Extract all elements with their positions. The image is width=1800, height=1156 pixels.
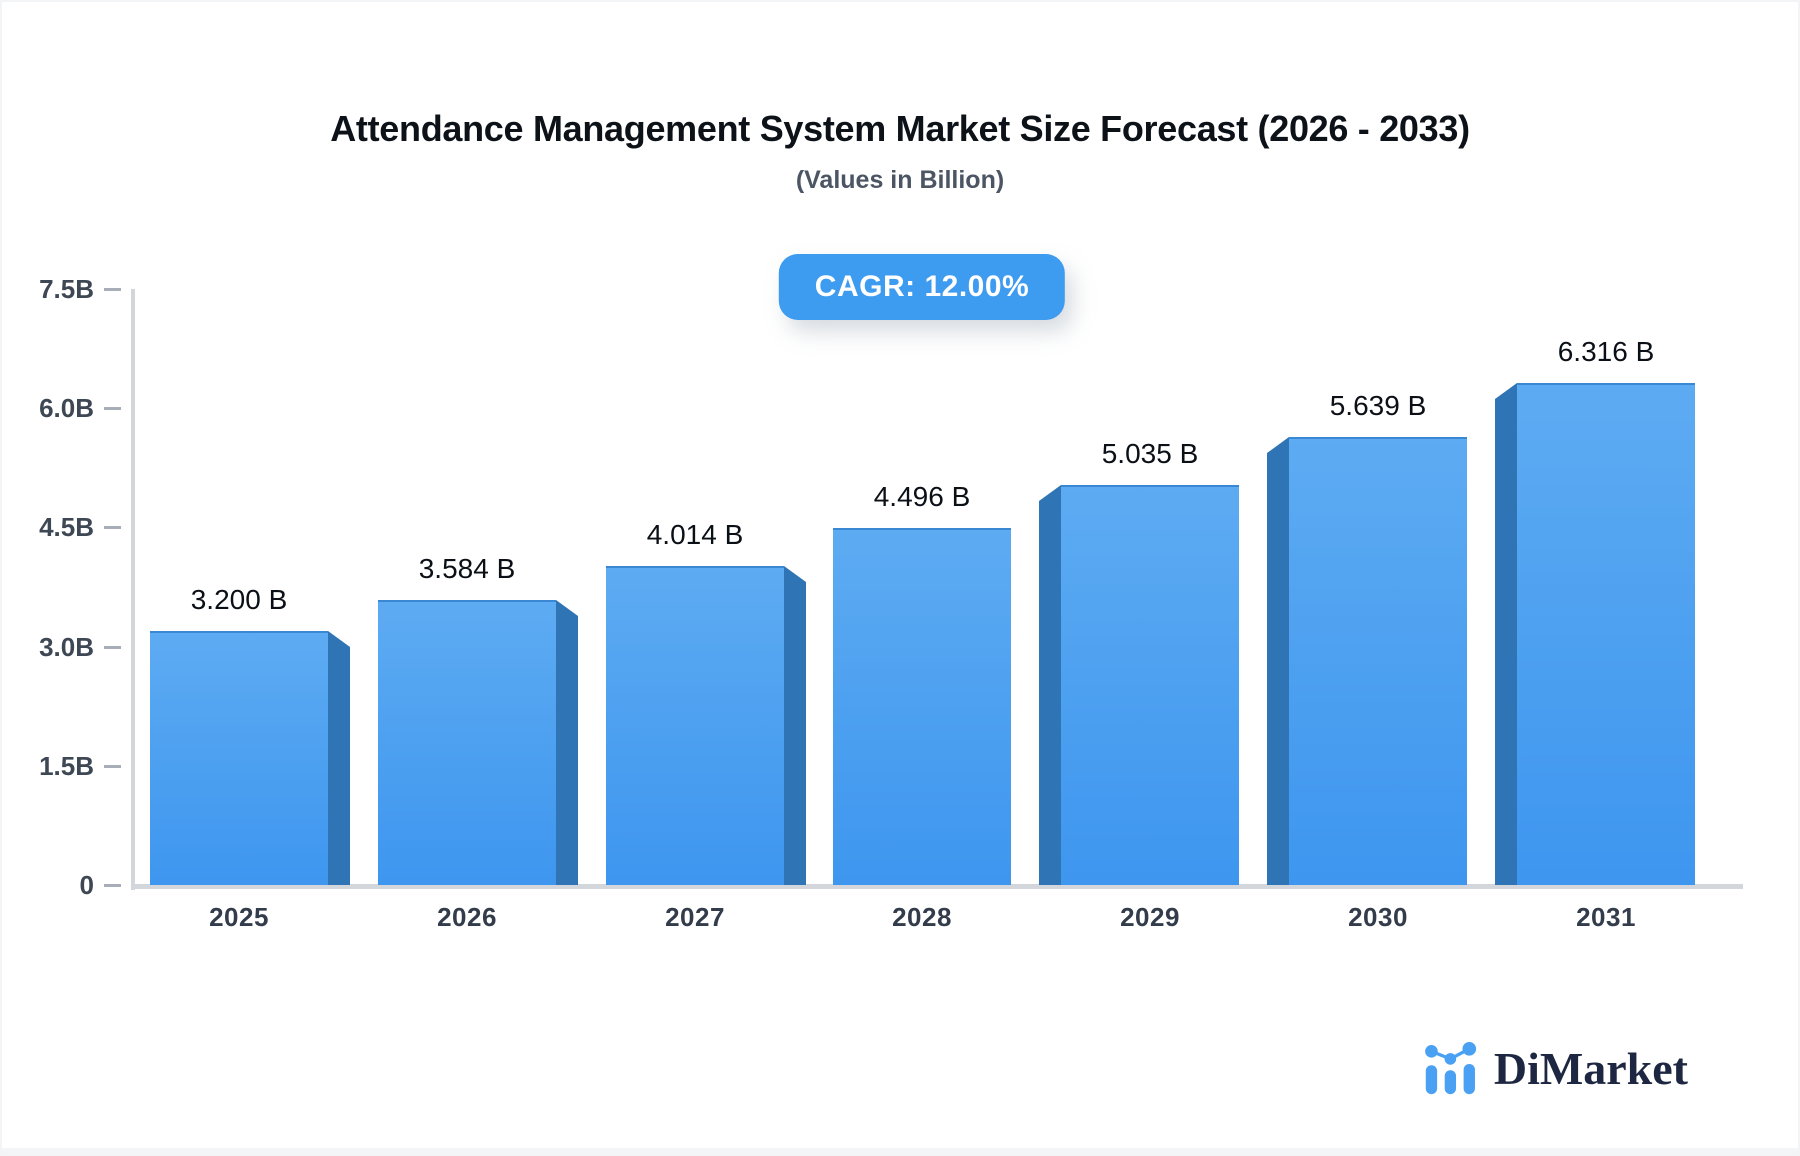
bar[interactable]: [606, 566, 784, 885]
brand-name: DiMarket: [1493, 1043, 1688, 1094]
y-axis-line: [131, 289, 135, 890]
bar[interactable]: [1289, 437, 1467, 885]
bar-side-face: [328, 631, 350, 885]
x-axis-label: 2028: [892, 902, 952, 932]
bar-side-face: [1267, 437, 1289, 885]
y-axis-tick: [104, 407, 121, 410]
x-axis-label: 2027: [665, 902, 725, 932]
x-axis-label: 2031: [1576, 902, 1636, 932]
chart-subtitle: (Values in Billion): [795, 166, 1005, 194]
y-axis-label: 0: [79, 870, 94, 900]
y-axis-tick: [104, 646, 121, 649]
bar[interactable]: [1061, 485, 1239, 885]
bar-side-face: [784, 566, 806, 885]
cagr-badge: CAGR: 12.00%: [778, 254, 1066, 320]
bar-value-label: 4.496 B: [873, 481, 971, 512]
dimarket-logo-icon: [1424, 1042, 1476, 1095]
brand-logo: DiMarket: [1422, 1040, 1688, 1098]
bar-value-label: 3.584 B: [418, 553, 516, 584]
x-axis-line: [131, 884, 1743, 889]
y-axis-tick: [104, 526, 121, 529]
bar[interactable]: [833, 528, 1011, 885]
bar-value-label: 5.639 B: [1329, 390, 1427, 421]
y-axis-tick: [104, 884, 121, 887]
cagr-badge-label: CAGR: 12.00%: [814, 270, 1030, 303]
bar-value-label: 3.200 B: [190, 584, 288, 615]
chart-title: Attendance Management System Market Size…: [330, 108, 1470, 149]
x-axis-label: 2026: [437, 902, 497, 932]
bar-value-label: 6.316 B: [1557, 336, 1655, 367]
x-axis-label: 2029: [1120, 902, 1180, 932]
y-axis-label: 3.0B: [39, 632, 94, 662]
y-axis-label: 7.5B: [39, 274, 94, 304]
bar-side-face: [1495, 383, 1517, 885]
bar[interactable]: [1517, 383, 1695, 885]
bar-side-face: [1039, 485, 1061, 885]
bar-value-label: 5.035 B: [1101, 438, 1199, 469]
bar[interactable]: [378, 600, 556, 885]
bar[interactable]: [150, 631, 328, 885]
y-axis-tick: [104, 288, 121, 291]
y-axis-label: 6.0B: [39, 393, 94, 423]
x-axis-label: 2025: [209, 902, 269, 932]
x-axis-label: 2030: [1348, 902, 1408, 932]
y-axis-tick: [104, 765, 121, 768]
y-axis-label: 1.5B: [39, 751, 94, 781]
bar-value-label: 4.014 B: [646, 519, 744, 550]
y-axis-label: 4.5B: [39, 512, 94, 542]
bar-side-face: [556, 600, 578, 885]
